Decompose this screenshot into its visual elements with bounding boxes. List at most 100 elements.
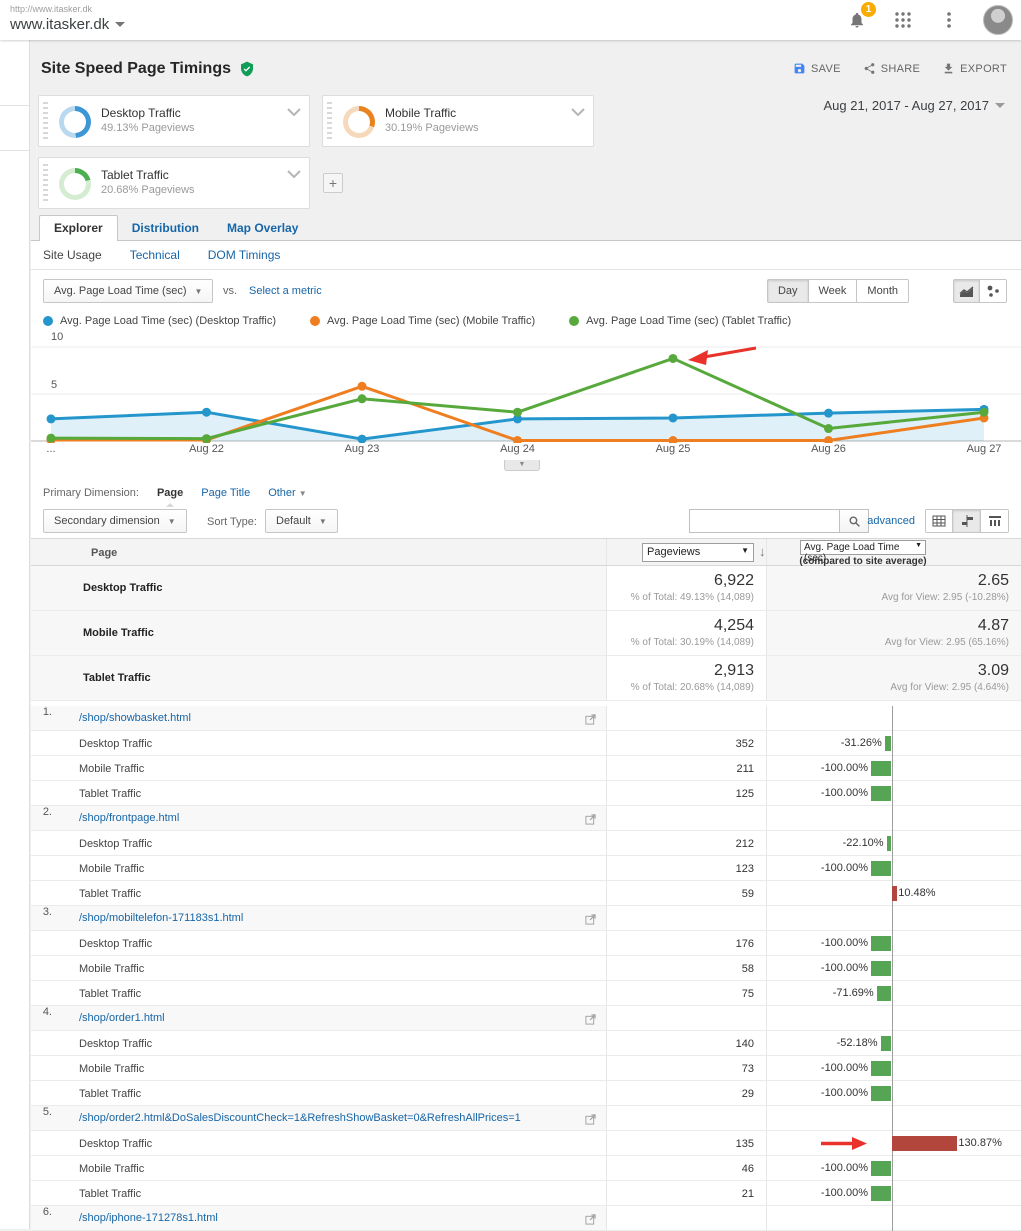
summary-pageviews-cell: 2,913% of Total: 20.68% (14,089) xyxy=(606,656,766,700)
data-point[interactable] xyxy=(358,394,367,403)
row-number: 6. xyxy=(31,1206,59,1230)
segment-name: Mobile Traffic xyxy=(385,106,456,120)
subtab-technical[interactable]: Technical xyxy=(130,248,180,262)
tab-distribution[interactable]: Distribution xyxy=(118,216,213,240)
motion-chart-view-button[interactable] xyxy=(980,279,1007,303)
pageviews-column-dropdown[interactable]: Pageviews▼ xyxy=(642,543,754,562)
metric-dropdown[interactable]: Avg. Page Load Time (sec)▼ xyxy=(43,279,213,303)
segment-donut-chart xyxy=(59,168,91,200)
y-axis-tick-label: 10 xyxy=(51,331,63,343)
data-point[interactable] xyxy=(513,408,522,417)
table-search-input[interactable] xyxy=(689,509,839,533)
share-button[interactable]: SHARE xyxy=(863,62,920,75)
secondary-dimension-button[interactable]: Secondary dimension▼ xyxy=(43,509,187,533)
data-point[interactable] xyxy=(358,382,367,391)
comparison-axis xyxy=(892,931,893,956)
granularity-day[interactable]: Day xyxy=(767,279,809,303)
open-in-new-icon xyxy=(585,1114,596,1125)
search-button[interactable] xyxy=(839,509,869,533)
drag-handle-icon[interactable] xyxy=(43,102,48,140)
caret-down-icon: ▼ xyxy=(168,517,176,526)
page-cell: /shop/order1.html xyxy=(59,1006,606,1030)
data-point[interactable] xyxy=(980,408,989,417)
data-point[interactable] xyxy=(202,434,211,443)
comparison-axis xyxy=(892,706,893,731)
tab-explorer[interactable]: Explorer xyxy=(39,215,118,241)
data-point[interactable] xyxy=(824,424,833,433)
avg-load-time-column-dropdown[interactable]: Avg. Page Load Time (sec)▼ xyxy=(800,540,926,555)
pivot-view-button[interactable] xyxy=(981,509,1009,533)
avatar[interactable] xyxy=(983,5,1013,35)
page-url-link[interactable]: /shop/showbasket.html xyxy=(59,706,606,724)
data-point[interactable] xyxy=(358,435,367,443)
page-url-link[interactable]: /shop/order2.html&DoSalesDiscountCheck=1… xyxy=(59,1106,606,1124)
data-table-view-button[interactable] xyxy=(925,509,953,533)
pageviews-cell: 123 xyxy=(606,856,766,880)
add-segment-button[interactable]: + xyxy=(323,173,343,193)
data-point[interactable] xyxy=(669,354,678,363)
notifications-button[interactable]: 1 xyxy=(845,8,869,32)
open-page-button[interactable] xyxy=(585,712,596,730)
granularity-week[interactable]: Week xyxy=(809,279,858,303)
dimension-other[interactable]: Other ▼ xyxy=(268,487,307,499)
data-point[interactable] xyxy=(47,434,56,443)
segment-label: Desktop Traffic xyxy=(59,1031,606,1050)
more-options-button[interactable] xyxy=(937,8,961,32)
save-button[interactable]: SAVE xyxy=(793,62,841,75)
chevron-down-icon[interactable] xyxy=(287,104,301,122)
comparison-bar xyxy=(887,836,891,851)
pageviews-value: 140 xyxy=(736,1038,754,1050)
data-point[interactable] xyxy=(202,408,211,417)
collapsed-nav-sidebar[interactable] xyxy=(0,40,30,1229)
tab-map-overlay[interactable]: Map Overlay xyxy=(213,216,312,240)
page-url-link[interactable]: /shop/frontpage.html xyxy=(59,806,606,824)
chevron-down-icon[interactable] xyxy=(571,104,585,122)
data-point[interactable] xyxy=(47,414,56,423)
page-url-link[interactable]: /shop/iphone-171278s1.html xyxy=(59,1206,606,1224)
data-point[interactable] xyxy=(669,413,678,422)
open-page-button[interactable] xyxy=(585,1112,596,1130)
page-url-link[interactable]: /shop/mobiltelefon-171183s1.html xyxy=(59,906,606,924)
dimension-page[interactable]: Page xyxy=(157,487,183,499)
page-url-link[interactable]: /shop/order1.html xyxy=(59,1006,606,1024)
dimension-page-title[interactable]: Page Title xyxy=(201,487,250,499)
segment-label-cell: Mobile Traffic xyxy=(59,756,606,780)
sort-descending-icon[interactable]: ↓ xyxy=(759,544,766,559)
comparison-percent-label: -100.00% xyxy=(821,1061,868,1076)
granularity-month[interactable]: Month xyxy=(857,279,909,303)
comparison-view-button[interactable] xyxy=(953,509,981,533)
apps-grid-button[interactable] xyxy=(891,8,915,32)
timeline-toggle-handle[interactable]: ▼ xyxy=(504,460,540,471)
account-selector[interactable]: www.itasker.dk xyxy=(10,16,125,33)
data-point[interactable] xyxy=(824,409,833,418)
advanced-search-link[interactable]: advanced xyxy=(867,515,915,527)
export-button[interactable]: EXPORT xyxy=(942,62,1007,75)
open-page-button[interactable] xyxy=(585,1012,596,1030)
line-chart-view-button[interactable] xyxy=(953,279,980,303)
chevron-down-icon[interactable] xyxy=(287,166,301,184)
subtab-site-usage[interactable]: Site Usage xyxy=(43,248,102,262)
drag-handle-icon[interactable] xyxy=(43,164,48,202)
open-page-button[interactable] xyxy=(585,912,596,930)
open-page-button[interactable] xyxy=(585,812,596,830)
pageviews-value: 125 xyxy=(736,788,754,800)
drag-handle-icon[interactable] xyxy=(327,102,332,140)
open-page-button[interactable] xyxy=(585,1212,596,1230)
column-header-page[interactable]: Page xyxy=(59,539,606,565)
segment-name: Desktop Traffic xyxy=(101,106,181,120)
comparison-percent-label: -100.00% xyxy=(821,786,868,801)
select-metric-link[interactable]: Select a metric xyxy=(249,285,322,297)
date-range-selector[interactable]: Aug 21, 2017 - Aug 27, 2017 xyxy=(823,98,1005,113)
comparison-cell: -22.10% xyxy=(766,831,1021,855)
x-axis-tick-label: Aug 23 xyxy=(345,443,380,455)
sort-type-dropdown[interactable]: Default▼ xyxy=(265,509,338,533)
row-number xyxy=(31,1131,59,1155)
pageviews-value: 123 xyxy=(736,863,754,875)
subtab-dom-timings[interactable]: DOM Timings xyxy=(208,248,281,262)
comparison-cell: 10.48% xyxy=(766,881,1021,905)
